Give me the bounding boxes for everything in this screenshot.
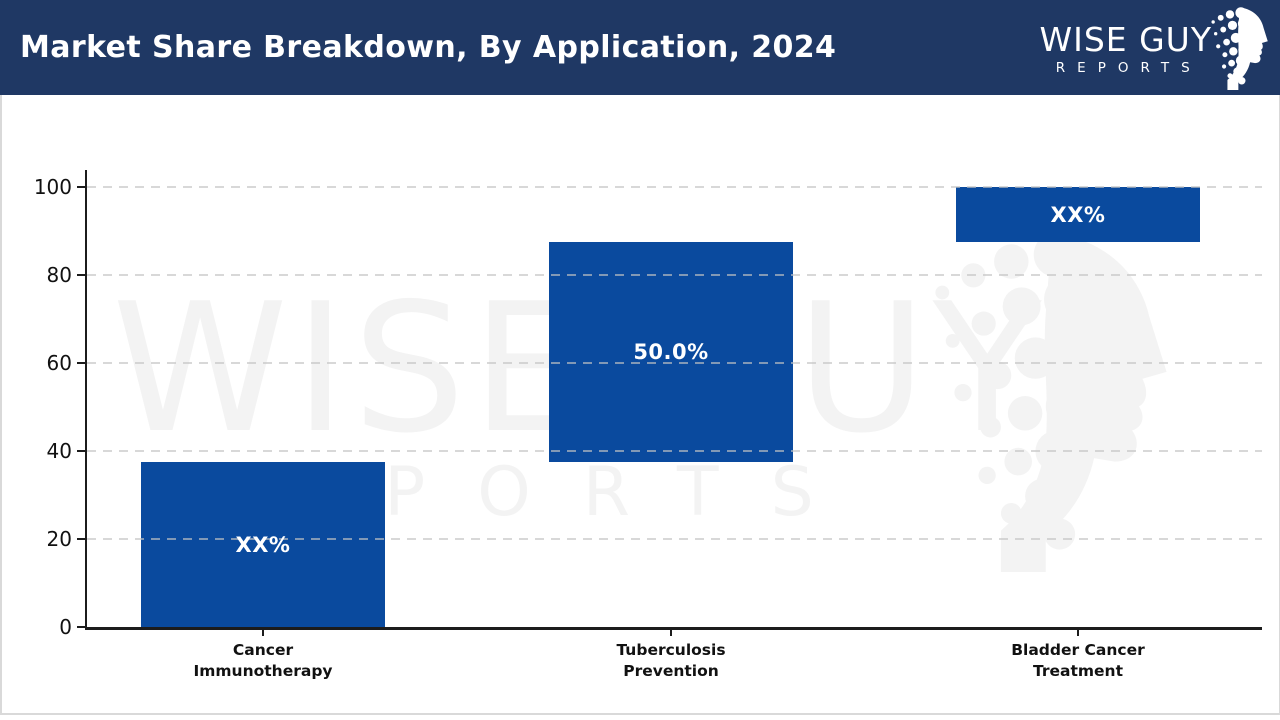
bar-value-label: XX% [1050, 202, 1106, 227]
x-tick-mark [670, 629, 672, 636]
logo-subtext: REPORTS [1055, 59, 1202, 76]
content-border-left [0, 95, 2, 714]
y-axis-line [85, 170, 87, 629]
y-tick-label: 0 [59, 615, 72, 639]
y-tick-mark [77, 450, 85, 452]
y-tick-label: 80 [46, 263, 72, 287]
bar-value-label: 50.0% [633, 340, 709, 364]
content-border-right [1278, 95, 1280, 714]
wiseguy-logo: WISE GUY REPORTS [1039, 6, 1268, 90]
x-category-label-line: Cancer [232, 641, 294, 659]
y-tick-label: 60 [46, 351, 72, 375]
y-tick-mark [77, 538, 85, 540]
y-tick-label: 40 [46, 439, 72, 463]
wiseguy-head-icon [1202, 6, 1268, 90]
x-category-label-tuberculosis-prevention: Tuberculosis Prevention [531, 640, 811, 682]
wiseguy-logo-text: WISE GUY REPORTS [1039, 23, 1212, 76]
x-category-label-line: Tuberculosis [616, 641, 726, 659]
x-axis-line [85, 627, 1262, 630]
logo-wordmark: WISE GUY [1039, 20, 1212, 60]
x-tick-mark [262, 629, 264, 636]
header-bar: Market Share Breakdown, By Application, … [0, 0, 1280, 95]
y-tick-mark [77, 274, 85, 276]
bar-tuberculosis-prevention [549, 242, 793, 462]
bar-cancer-immunotherapy [141, 462, 385, 627]
y-tick-mark [77, 362, 85, 364]
y-tick-label: 100 [33, 175, 72, 199]
y-tick-mark [77, 186, 85, 188]
x-category-label-bladder-cancer-treatment: Bladder Cancer Treatment [938, 640, 1218, 682]
x-category-label-line: Treatment [1032, 662, 1123, 680]
content-border-bottom [0, 713, 1280, 715]
bar-value-label: XX% [235, 532, 291, 557]
x-category-label-line: Prevention [623, 662, 719, 680]
y-tick-label: 20 [46, 527, 72, 551]
page-title: Market Share Breakdown, By Application, … [20, 30, 837, 65]
y-tick-mark [77, 626, 85, 628]
x-category-label-line: Immunotherapy [193, 662, 333, 680]
x-tick-mark [1077, 629, 1079, 636]
x-category-label-line: Bladder Cancer [1011, 641, 1145, 659]
x-category-label-cancer-immunotherapy: Cancer Immunotherapy [123, 640, 403, 682]
